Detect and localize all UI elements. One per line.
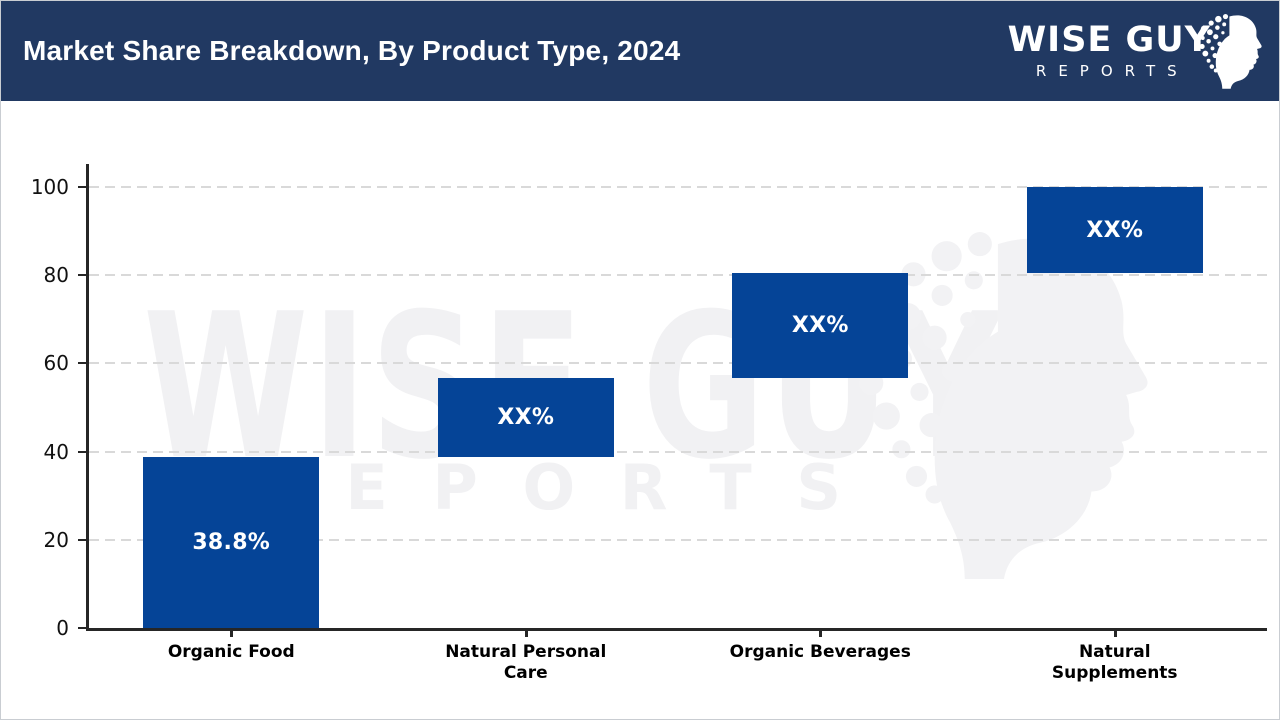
y-tick-mark-80	[78, 274, 86, 277]
bar-value-label-natural-personal-care: XX%	[497, 404, 555, 430]
y-tick-mark-0	[78, 627, 86, 629]
y-tick-mark-60	[78, 362, 86, 365]
y-axis	[86, 164, 89, 628]
y-tick-mark-100	[78, 186, 86, 188]
watermark-text-line2: REPORTS	[253, 451, 886, 524]
bar-organic-food: 38.8%	[143, 456, 320, 628]
x-tick-mark-organic-food	[230, 628, 234, 637]
bar-value-label-natural-supplements: XX%	[1086, 217, 1144, 243]
dotted-head-logo-icon	[1199, 12, 1265, 90]
plot-area: 0 20 40 60 80 100 38.8% Organic Food XX% Natural …	[31, 164, 1267, 683]
page-title: Market Share Breakdown, By Product Type,…	[23, 35, 681, 66]
x-tick-mark-organic-beverages	[819, 628, 823, 637]
y-tick-label-60: 60	[43, 351, 69, 376]
brand-logo: WISE GUY REPORTS	[1008, 12, 1265, 90]
x-tick-mark-natural-personal-care	[524, 628, 528, 637]
bar-natural-supplements: XX%	[1026, 187, 1203, 274]
y-tick-mark-20	[78, 538, 86, 541]
brand-logo-text: WISE GUY REPORTS	[1008, 23, 1211, 79]
y-tick-label-20: 20	[43, 527, 69, 552]
x-axis-label-natural-personal-care: Natural Personal Care	[445, 642, 607, 683]
y-tick-label-100: 100	[30, 175, 69, 199]
y-tick-label-80: 80	[43, 263, 69, 288]
brand-name: WISE GUY	[1007, 20, 1211, 60]
x-axis-label-organic-food: Organic Food	[167, 642, 295, 662]
gridline-80	[89, 274, 1267, 277]
gridline-40	[89, 450, 1267, 453]
y-tick-mark-40	[78, 450, 86, 453]
gridline-100	[89, 186, 1267, 188]
bar-value-label-organic-food: 38.8%	[192, 529, 271, 555]
y-tick-label-0: 0	[56, 616, 69, 640]
bar-value-label-organic-beverages: XX%	[791, 313, 849, 339]
brand-tagline: REPORTS	[1035, 62, 1189, 80]
y-tick-label-40: 40	[43, 439, 69, 464]
x-tick-mark-natural-supplements	[1113, 628, 1117, 637]
x-axis-label-natural-supplements: Natural Supplements	[1051, 642, 1178, 683]
header: Market Share Breakdown, By Product Type,…	[1, 1, 1279, 101]
x-axis-label-organic-beverages: Organic Beverages	[729, 642, 911, 662]
bar-natural-personal-care: XX%	[437, 377, 614, 457]
x-axis	[86, 628, 1267, 631]
gridline-20	[89, 538, 1267, 541]
gridline-60	[89, 362, 1267, 365]
bar-organic-beverages: XX%	[732, 273, 909, 378]
